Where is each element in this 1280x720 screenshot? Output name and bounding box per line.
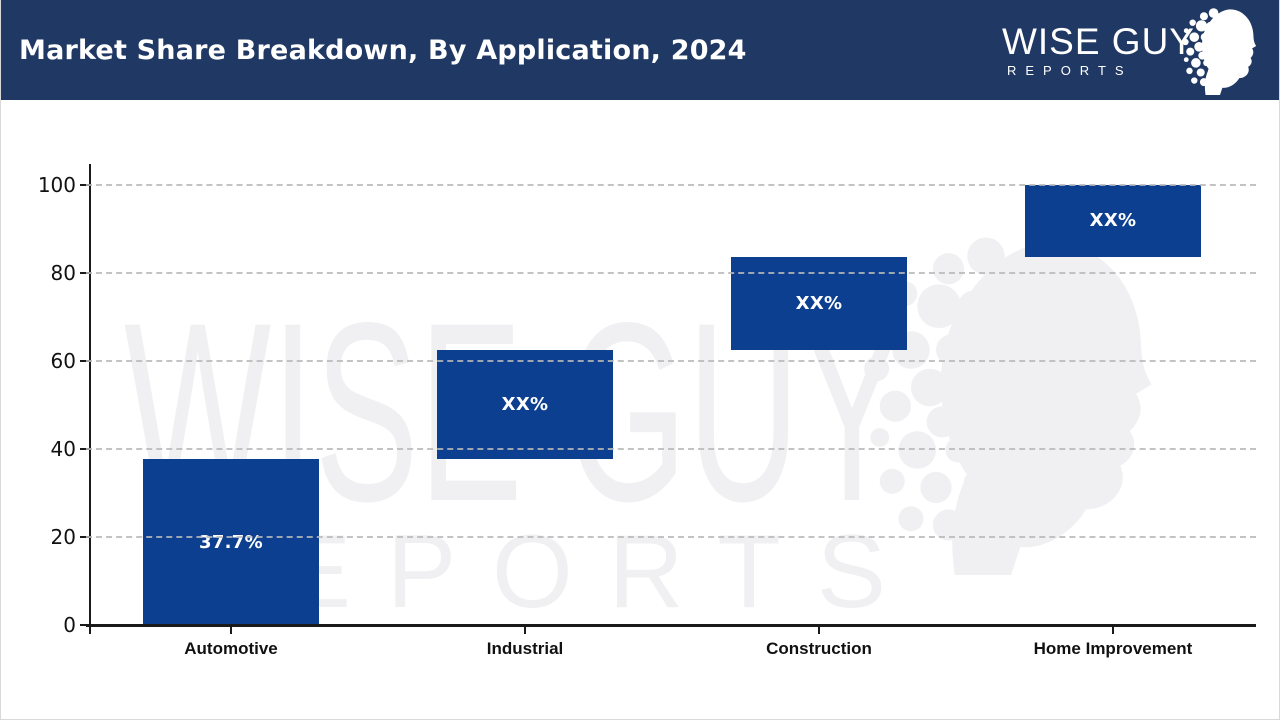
y-axis-line — [88, 164, 91, 634]
y-gridline-20 — [86, 536, 1256, 538]
x-tick-label-3: Construction — [766, 639, 872, 658]
brand-name: WISE GUY — [1001, 20, 1195, 62]
report-header: Market Share Breakdown, By Application, … — [1, 0, 1279, 100]
x-tick-label-2: Industrial — [486, 639, 564, 658]
page-title: Market Share Breakdown, By Application, … — [19, 34, 747, 66]
y-tick-label-40: 40 — [50, 437, 76, 461]
y-gridline-80 — [86, 272, 1256, 274]
y-tick-label-100: 100 — [37, 173, 76, 197]
bar-value-label: XX% — [795, 292, 843, 314]
y-tickmark-80 — [80, 272, 89, 274]
bar-value-label: XX% — [501, 394, 549, 416]
dotted-head-icon — [1182, 8, 1257, 95]
brand-logo-text: WISE GUY REPORTS — [1002, 23, 1195, 78]
bar-construction: XX% — [731, 256, 907, 350]
y-tickmark-20 — [80, 536, 89, 538]
y-tickmark-40 — [80, 448, 89, 450]
y-tick-label-80: 80 — [50, 261, 76, 285]
x-tickmark-4 — [1112, 626, 1114, 634]
bar-home-improvement: XX% — [1025, 185, 1201, 257]
bar-industrial: XX% — [437, 350, 613, 460]
y-tick-label-0: 0 — [63, 613, 76, 637]
chart-plot-area: WISE GUY REPORTS 02040608010037.7%Automo… — [1, 100, 1279, 719]
y-tickmark-60 — [80, 360, 89, 362]
bar-value-label: XX% — [1089, 210, 1137, 232]
x-tick-label-1: Automotive — [184, 639, 278, 658]
x-tickmark-1 — [230, 626, 232, 634]
y-tick-label-20: 20 — [50, 525, 76, 549]
bar-value-label: 37.7% — [199, 531, 263, 553]
y-gridline-60 — [86, 360, 1256, 362]
y-tickmark-100 — [80, 184, 89, 186]
x-tickmark-3 — [818, 626, 820, 634]
y-tick-label-60: 60 — [50, 349, 76, 373]
x-axis-line — [86, 623, 1256, 627]
x-tickmark-2 — [524, 626, 526, 634]
x-tick-label-4: Home Improvement — [1033, 639, 1193, 658]
brand-subname: REPORTS — [1006, 62, 1133, 78]
y-tickmark-0 — [80, 624, 89, 626]
brand-logo: WISE GUY REPORTS — [1002, 5, 1261, 95]
bar-automotive: 37.7% — [143, 459, 319, 625]
y-gridline-40 — [86, 448, 1256, 450]
y-gridline-100 — [86, 184, 1256, 186]
